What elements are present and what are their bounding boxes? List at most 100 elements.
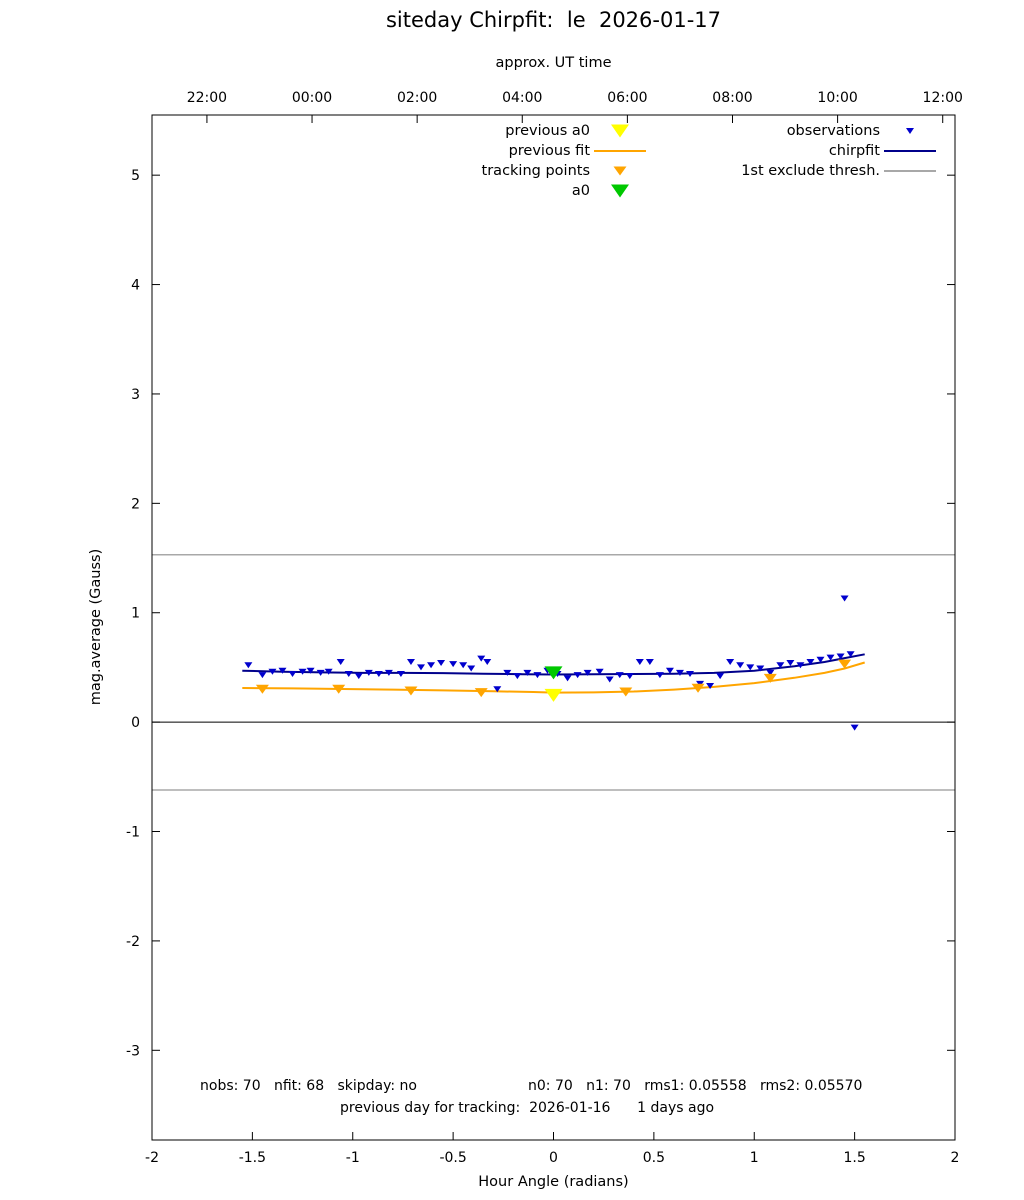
legend-key xyxy=(880,143,940,159)
x-tick-label: -2 xyxy=(145,1150,159,1166)
plot-border xyxy=(151,114,956,1141)
marker-observations xyxy=(288,670,297,677)
legend-key xyxy=(590,163,650,179)
marker-observations xyxy=(483,658,492,665)
marker-observations xyxy=(726,658,735,665)
marker-tracking points xyxy=(763,673,777,683)
chart-title: siteday Chirpfit: le 2026-01-17 xyxy=(385,8,722,32)
marker-observations xyxy=(417,664,426,671)
marker-observations xyxy=(836,653,845,660)
marker-observations xyxy=(344,670,353,677)
marker-observations xyxy=(846,651,855,658)
y-tick-label: 1 xyxy=(131,606,140,622)
marker-observations xyxy=(686,670,695,677)
legend-label: observations xyxy=(786,123,880,139)
marker-observations xyxy=(384,669,393,676)
marker-observations xyxy=(459,662,468,669)
legend-key xyxy=(880,163,940,179)
x-tick-label: -0.5 xyxy=(439,1150,466,1166)
marker-observations xyxy=(826,654,835,661)
marker-observations xyxy=(605,676,614,683)
legend-key-observations xyxy=(906,128,914,134)
marker-observations xyxy=(776,662,785,669)
marker-observations xyxy=(595,668,604,675)
marker-observations xyxy=(850,724,859,731)
marker-observations xyxy=(766,669,775,676)
marker-observations xyxy=(706,683,715,690)
marker-observations xyxy=(840,595,849,602)
marker-observations xyxy=(437,660,446,667)
legend-key xyxy=(590,143,650,159)
legend-entry: observations xyxy=(540,121,940,141)
x-tick-label: -1 xyxy=(346,1150,360,1166)
legend-key-1st exclude thresh. xyxy=(884,170,936,172)
legend-key-chirpfit xyxy=(884,150,936,152)
marker-observations xyxy=(467,665,476,672)
legend-entry: 1st exclude thresh. xyxy=(540,161,940,181)
legend-label: previous a0 xyxy=(505,123,590,139)
y-tick-label: 2 xyxy=(131,496,140,512)
y-axis-title: mag.average (Gauss) xyxy=(88,548,104,706)
marker-observations xyxy=(746,664,755,671)
marker-observations xyxy=(796,662,805,669)
series-line-previous fit xyxy=(242,661,865,694)
legend-left-column: previous a0 previous fit tracking points a0 xyxy=(250,121,650,201)
legend-label: tracking points xyxy=(481,163,590,179)
legend-label: a0 xyxy=(571,183,590,199)
marker-observations xyxy=(513,673,522,680)
marker-observations xyxy=(427,662,436,669)
marker-observations xyxy=(268,668,277,675)
x2-tick-label: 12:00 xyxy=(923,90,963,106)
marker-tracking points xyxy=(474,688,488,698)
legend-entry: previous fit xyxy=(250,141,650,161)
y-tick-label: 0 xyxy=(131,715,140,731)
marker-observations xyxy=(316,669,325,676)
marker-observations xyxy=(324,668,333,675)
marker-observations xyxy=(573,672,582,679)
legend-key-previous fit xyxy=(594,150,646,152)
x2-tick-label: 04:00 xyxy=(502,90,542,106)
marker-observations xyxy=(396,670,405,677)
marker-tracking points xyxy=(255,684,269,694)
marker-previous a0 xyxy=(544,688,563,702)
marker-tracking points xyxy=(619,687,633,697)
marker-observations xyxy=(258,672,267,679)
x2-tick-label: 06:00 xyxy=(607,90,647,106)
marker-tracking points xyxy=(838,659,852,669)
legend-entry: chirpfit xyxy=(540,141,940,161)
y-tick-label: 3 xyxy=(131,387,140,403)
marker-tracking points xyxy=(332,684,346,694)
marker-observations xyxy=(583,669,592,676)
marker-observations xyxy=(675,669,684,676)
marker-observations xyxy=(615,672,624,679)
marker-observations xyxy=(645,658,654,665)
marker-observations xyxy=(298,668,307,675)
legend-right-column: observations chirpfit 1st exclude thresh. xyxy=(540,121,940,181)
marker-observations xyxy=(449,661,458,668)
x-tick-label: -1.5 xyxy=(239,1150,266,1166)
legend-entry: previous a0 xyxy=(250,121,650,141)
legend-key-tracking points xyxy=(613,166,627,176)
stats-line1-left: nobs: 70 nfit: 68 skipday: no xyxy=(200,1078,417,1094)
x2-tick-label: 00:00 xyxy=(292,90,332,106)
marker-observations xyxy=(523,669,532,676)
legend-key-previous a0 xyxy=(611,124,629,138)
y-tick-label: 5 xyxy=(131,168,140,184)
legend-key xyxy=(590,123,650,139)
y-tick-label: -3 xyxy=(126,1043,140,1059)
marker-tracking points xyxy=(404,686,418,696)
legend-key xyxy=(880,123,940,139)
legend-key-a0 xyxy=(611,184,629,198)
marker-observations xyxy=(816,656,825,663)
legend-label: 1st exclude thresh. xyxy=(741,163,880,179)
x-tick-label: 0.5 xyxy=(643,1150,665,1166)
marker-observations xyxy=(477,655,486,662)
x-tick-label: 2 xyxy=(951,1150,960,1166)
marker-observations xyxy=(354,673,363,680)
marker-observations xyxy=(655,672,664,679)
marker-observations xyxy=(493,686,502,693)
marker-observations xyxy=(503,669,512,676)
legend-label: chirpfit xyxy=(828,143,880,159)
marker-tracking points xyxy=(691,683,705,693)
